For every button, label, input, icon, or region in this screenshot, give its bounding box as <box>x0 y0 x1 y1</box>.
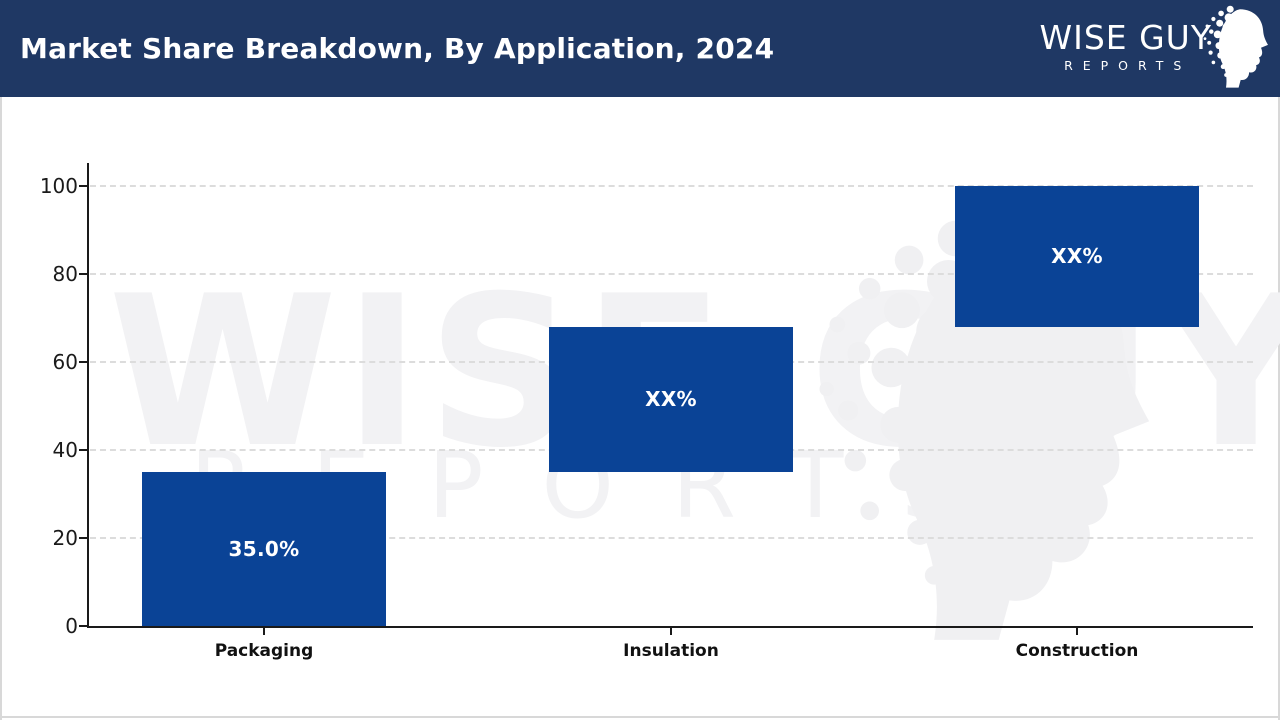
y-tick-label-20: 20 <box>52 526 78 550</box>
y-tick-label-100: 100 <box>39 174 78 198</box>
y-tick-label-0: 0 <box>65 614 78 638</box>
gridline-100 <box>90 185 1253 187</box>
bar-insulation: XX% <box>549 326 793 472</box>
y-tickmark-80 <box>79 273 88 275</box>
x-category-label-1: Insulation <box>623 641 719 661</box>
y-tick-label-40: 40 <box>52 438 78 462</box>
logo-name: WISE GUY <box>1039 18 1212 58</box>
frame-right <box>1278 97 1280 720</box>
wiseguy-logo: WISE GUY REPORTS <box>1039 4 1268 90</box>
x-tickmark-2 <box>1076 628 1078 635</box>
y-tickmark-60 <box>79 361 88 363</box>
y-tick-label-80: 80 <box>52 262 78 286</box>
y-tickmark-40 <box>79 449 88 451</box>
frame-bottom <box>0 716 1280 718</box>
x-tickmark-0 <box>263 628 265 635</box>
y-tickmark-0 <box>79 625 88 627</box>
header: Market Share Breakdown, By Application, … <box>0 0 1280 97</box>
logo-text: WISE GUY REPORTS <box>1039 21 1212 73</box>
y-tickmark-100 <box>79 185 88 187</box>
y-tickmark-20 <box>79 537 88 539</box>
gridline-80 <box>90 273 1253 275</box>
logo-face-icon <box>1203 5 1268 88</box>
y-tick-label-60: 60 <box>52 350 78 374</box>
x-axis-line <box>87 626 1253 628</box>
bar-construction: XX% <box>955 186 1199 327</box>
bar-value-label: XX% <box>645 387 697 412</box>
bar-value-label: 35.0% <box>228 537 300 561</box>
frame-left <box>0 97 2 720</box>
logo-subtitle: REPORTS <box>1064 57 1192 73</box>
x-category-label-0: Packaging <box>214 641 314 661</box>
gridline-20 <box>90 537 1253 539</box>
x-tickmark-1 <box>670 628 672 635</box>
y-axis-line <box>87 163 89 628</box>
page-title: Market Share Breakdown, By Application, … <box>20 32 775 65</box>
bar-packaging: 35.0% <box>142 472 386 626</box>
bar-value-label: XX% <box>1051 244 1103 269</box>
x-category-label-2: Construction <box>1015 641 1139 661</box>
